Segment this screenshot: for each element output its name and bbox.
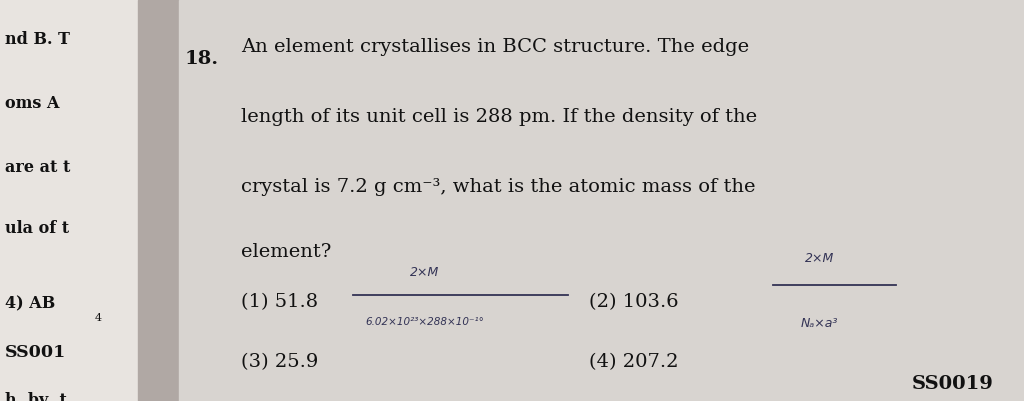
Text: nd B. T: nd B. T: [5, 31, 70, 48]
Text: h  by  t: h by t: [5, 392, 67, 401]
Text: 18.: 18.: [184, 50, 218, 68]
Text: (2) 103.6: (2) 103.6: [589, 293, 679, 311]
Text: crystal is 7.2 g cm⁻³, what is the atomic mass of the: crystal is 7.2 g cm⁻³, what is the atomi…: [241, 178, 755, 196]
Text: 4: 4: [94, 313, 101, 323]
Bar: [138, 0, 179, 401]
Text: 6.02×10²³×288×10⁻¹°: 6.02×10²³×288×10⁻¹°: [366, 317, 484, 327]
Text: 2×M: 2×M: [411, 266, 439, 279]
Bar: [179, 0, 1024, 401]
Text: An element crystallises in BCC structure. The edge: An element crystallises in BCC structure…: [241, 38, 749, 56]
Text: SS0019: SS0019: [911, 375, 993, 393]
Text: (3) 25.9: (3) 25.9: [241, 353, 318, 371]
Text: length of its unit cell is 288 pm. If the density of the: length of its unit cell is 288 pm. If th…: [241, 108, 757, 126]
Text: Nₐ×a³: Nₐ×a³: [801, 317, 838, 330]
Text: element?: element?: [241, 243, 331, 261]
Text: (1) 51.8: (1) 51.8: [241, 293, 317, 311]
Text: are at t: are at t: [5, 160, 71, 176]
Text: oms A: oms A: [5, 95, 59, 112]
Text: (4) 207.2: (4) 207.2: [589, 353, 678, 371]
Text: 4) AB: 4) AB: [5, 296, 55, 313]
Text: ula of t: ula of t: [5, 220, 70, 237]
Text: 2×M: 2×M: [805, 252, 834, 265]
Text: SS001: SS001: [5, 344, 67, 361]
Bar: [0, 0, 138, 401]
